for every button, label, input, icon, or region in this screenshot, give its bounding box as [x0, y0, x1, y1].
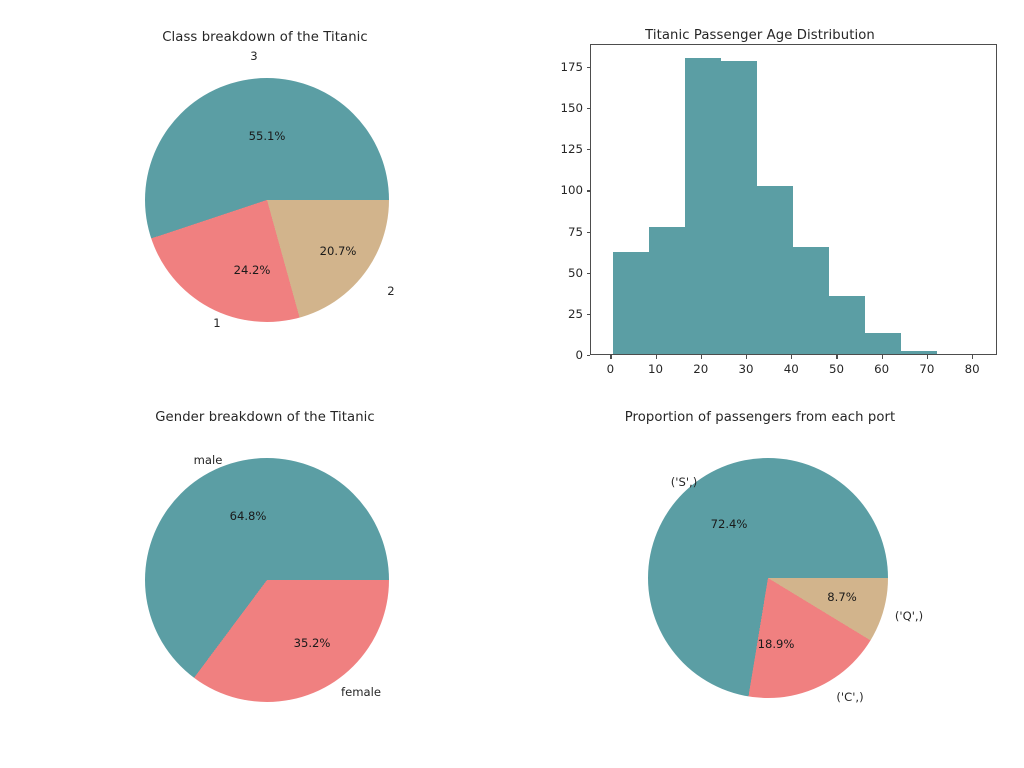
- port-pie-area: 72.4% 18.9% 8.7% ('S',) ('C',) ('Q',): [520, 398, 1020, 758]
- y-tick-label: 0: [575, 348, 583, 362]
- y-tick-mark: [586, 272, 590, 274]
- histogram-bar: [721, 61, 758, 354]
- histogram-bar: [865, 332, 902, 354]
- x-tick-label: 80: [964, 362, 980, 376]
- panel-class-pie: Class breakdown of the Titanic 55.1% 24.…: [20, 14, 510, 374]
- y-tick-label: 75: [567, 224, 583, 239]
- y-tick-mark: [586, 190, 590, 192]
- x-tick-mark: [791, 355, 793, 359]
- panel-gender-pie: Gender breakdown of the Titanic 64.8% 35…: [20, 398, 510, 758]
- gender-pie-label-male: male: [193, 453, 223, 467]
- y-tick-label: 50: [567, 265, 583, 280]
- age-histogram-title: Titanic Passenger Age Distribution: [645, 28, 875, 43]
- x-tick-mark: [926, 355, 929, 359]
- histogram-bar: [901, 350, 938, 354]
- y-tick-mark: [586, 231, 590, 233]
- gender-pie-pct-female: 35.2%: [293, 636, 331, 650]
- port-pie-pct-c: 18.9%: [757, 637, 795, 651]
- x-tick-mark: [610, 355, 612, 359]
- class-pie-label-2: 2: [387, 284, 395, 298]
- histogram-bar: [613, 251, 650, 354]
- gender-pie-area: 64.8% 35.2% male female: [20, 398, 510, 758]
- y-tick-mark: [586, 67, 590, 69]
- port-pie-title: Proportion of passengers from each port: [624, 410, 896, 425]
- class-pie-pct-2: 20.7%: [319, 244, 357, 258]
- y-tick-label: 175: [560, 60, 583, 75]
- x-tick-label: 60: [874, 362, 890, 376]
- class-pie-area: 55.1% 24.2% 20.7% 3 1 2: [20, 14, 510, 374]
- age-histogram-bars: [591, 45, 996, 354]
- panel-age-histogram: Titanic Passenger Age Distribution 0 25 50…: [520, 14, 1020, 376]
- port-pie-pct-q: 8.7%: [827, 590, 857, 604]
- port-pie-label-s: ('S',): [670, 475, 698, 489]
- x-tick-mark: [836, 355, 838, 359]
- port-pie-label-c: ('C',): [836, 690, 864, 704]
- y-tick-mark: [586, 149, 590, 151]
- y-tick-mark: [586, 355, 590, 357]
- x-tick-mark: [746, 355, 748, 359]
- y-tick-label: 125: [560, 142, 583, 157]
- age-histogram-axes: [590, 44, 997, 355]
- port-pie-label-q: ('Q',): [894, 609, 924, 623]
- gender-pie-label-female: female: [341, 685, 381, 699]
- class-pie-pct-1: 24.2%: [233, 263, 271, 277]
- x-tick-label: 0: [606, 362, 615, 376]
- class-pie-title: Class breakdown of the Titanic: [162, 30, 368, 45]
- x-tick-mark: [655, 355, 657, 359]
- x-tick-mark: [700, 355, 702, 359]
- histogram-bar: [685, 57, 722, 354]
- histogram-bar: [793, 247, 830, 354]
- age-histogram-yaxis: 0 25 50 75 100 125 150 175: [520, 14, 1020, 374]
- class-pie-label-1: 1: [213, 316, 221, 330]
- x-tick-label: 50: [828, 362, 844, 376]
- y-tick-label: 150: [560, 101, 583, 116]
- class-pie-label-3: 3: [250, 49, 258, 63]
- histogram-bar: [649, 227, 686, 354]
- x-tick-label: 70: [919, 362, 935, 376]
- y-tick-label: 25: [567, 306, 583, 321]
- age-histogram-xaxis: 0 10 20 30 40 50 60 70 80: [520, 14, 1020, 376]
- x-tick-label: 40: [783, 362, 799, 376]
- class-pie-circle: [145, 78, 389, 322]
- histogram-bar: [829, 296, 866, 354]
- x-tick-label: 30: [738, 362, 754, 376]
- x-tick-label: 10: [648, 362, 664, 376]
- y-tick-mark: [586, 108, 590, 110]
- histogram-bar: [757, 186, 794, 354]
- gender-pie-pct-male: 64.8%: [229, 509, 267, 523]
- x-tick-mark: [881, 355, 883, 359]
- gender-pie-title: Gender breakdown of the Titanic: [155, 410, 375, 425]
- x-tick-label: 20: [693, 362, 709, 376]
- gender-pie-circle: [145, 458, 389, 702]
- port-pie-pct-s: 72.4%: [710, 517, 748, 531]
- y-tick-label: 100: [560, 183, 583, 198]
- x-tick-mark: [972, 355, 974, 359]
- class-pie-pct-3: 55.1%: [248, 129, 286, 143]
- y-tick-mark: [586, 313, 590, 316]
- port-pie-circle: [648, 458, 888, 698]
- panel-port-pie: Proportion of passengers from each port …: [520, 398, 1020, 758]
